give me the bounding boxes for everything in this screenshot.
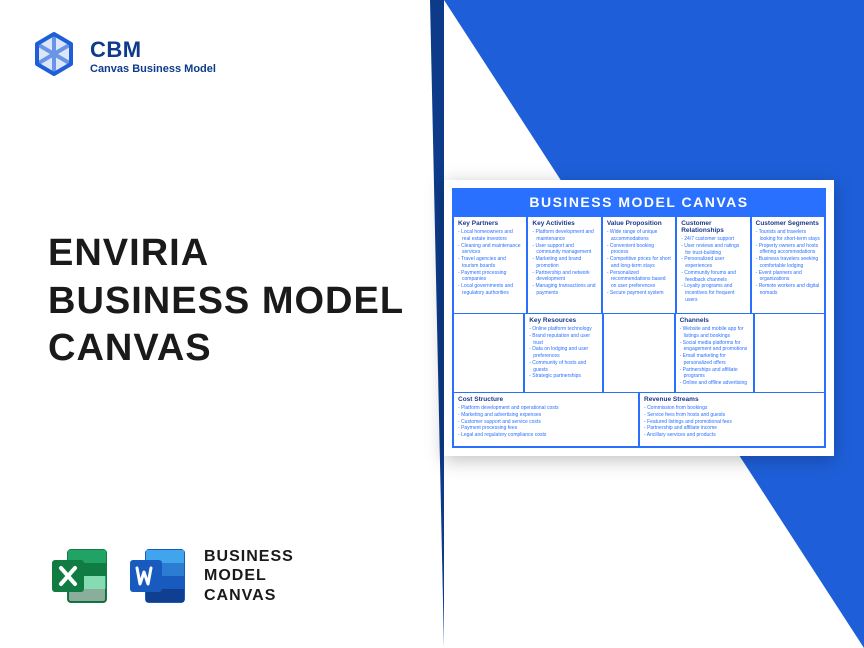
- list-item: Social media platforms for engagement an…: [680, 340, 749, 354]
- list-item: Tourists and travelers looking for short…: [756, 229, 820, 243]
- list-item: Online platform technology: [529, 326, 598, 333]
- bottom-text-line3: CANVAS: [204, 586, 294, 605]
- file-formats: BUSINESS MODEL CANVAS: [48, 544, 294, 608]
- list-item: User reviews and ratings for trust-build…: [681, 243, 745, 257]
- list-item: Community of hosts and guests: [529, 360, 598, 374]
- cell-key-activities: Key ActivitiesPlatform development and m…: [527, 216, 601, 314]
- cell-key-partners: Key PartnersLocal homeowners and real es…: [453, 216, 527, 314]
- list-item: Cleaning and maintenance services: [458, 243, 522, 257]
- list-item: Platform development and operational cos…: [458, 405, 634, 412]
- cell-revenue-streams: Revenue StreamsCommission from bookingsS…: [639, 392, 825, 447]
- list-item: Business travelers seeking comfortable l…: [756, 256, 820, 270]
- list-item: Managing transactions and payments: [532, 283, 596, 297]
- excel-icon: [48, 544, 112, 608]
- cell-cost-structure: Cost StructurePlatform development and o…: [453, 392, 639, 447]
- list-item: Legal and regulatory compliance costs: [458, 432, 634, 439]
- title-line2: BUSINESS MODEL: [48, 280, 404, 322]
- list-item: Commission from bookings: [644, 405, 820, 412]
- list-item: Payment processing companies: [458, 270, 522, 284]
- list-item: Remote workers and digital nomads: [756, 283, 820, 297]
- list-item: 24/7 customer support: [681, 236, 745, 243]
- cell-customer-segments: Customer SegmentsTourists and travelers …: [751, 216, 825, 314]
- bottom-text-line2: MODEL: [204, 566, 294, 585]
- spacer-cell: [603, 313, 674, 393]
- list-item: Competitive prices for short and long-te…: [607, 256, 671, 270]
- list-item: User support and community management: [532, 243, 596, 257]
- list-item: Personalized recommendations based on us…: [607, 270, 671, 290]
- list-item: Marketing and brand promotion: [532, 256, 596, 270]
- word-icon: [126, 544, 190, 608]
- list-item: Customer support and service costs: [458, 419, 634, 426]
- brand-tagline: Canvas Business Model: [90, 63, 216, 75]
- list-item: Payment processing fees: [458, 425, 634, 432]
- list-item: Local homeowners and real estate investo…: [458, 229, 522, 243]
- list-item: Data on lodging and user preferences: [529, 346, 598, 360]
- list-item: Email marketing for personalized offers: [680, 353, 749, 367]
- list-item: Partnerships and affiliate programs: [680, 367, 749, 381]
- list-item: Strategic partnerships: [529, 373, 598, 380]
- cell-value-proposition: Value PropositionWide range of unique ac…: [602, 216, 676, 314]
- canvas-grid: Key PartnersLocal homeowners and real es…: [452, 216, 826, 448]
- list-item: Marketing and advertising expenses: [458, 412, 634, 419]
- list-item: Brand reputation and user trust: [529, 333, 598, 347]
- spacer-cell: [453, 313, 524, 393]
- list-item: Loyalty programs and incentives for freq…: [681, 283, 745, 303]
- page-title: ENVIRIA BUSINESS MODEL CANVAS: [48, 230, 404, 373]
- logo-icon: [30, 30, 78, 83]
- list-item: Wide range of unique accommodations: [607, 229, 671, 243]
- list-item: Website and mobile app for listings and …: [680, 326, 749, 340]
- list-item: Event planners and organizations: [756, 270, 820, 284]
- list-item: Online and offline advertising: [680, 380, 749, 387]
- list-item: Convenient booking process: [607, 243, 671, 257]
- canvas-header: BUSINESS MODEL CANVAS: [452, 188, 826, 216]
- list-item: Featured listings and promotional fees: [644, 419, 820, 426]
- list-item: Service fees from hosts and guests: [644, 412, 820, 419]
- brand-logo: CBM Canvas Business Model: [30, 30, 216, 83]
- brand-name: CBM: [90, 39, 216, 61]
- cell-channels: ChannelsWebsite and mobile app for listi…: [675, 313, 754, 393]
- list-item: Property owners and hosts offering accom…: [756, 243, 820, 257]
- list-item: Partnership and network development: [532, 270, 596, 284]
- list-item: Platform development and maintenance: [532, 229, 596, 243]
- list-item: Partnership and affiliate income: [644, 425, 820, 432]
- canvas-preview: BUSINESS MODEL CANVAS Key PartnersLocal …: [444, 180, 834, 456]
- cell-customer-relationships: Customer Relationships24/7 customer supp…: [676, 216, 750, 314]
- cell-key-resources: Key ResourcesOnline platform technologyB…: [524, 313, 603, 393]
- title-line3: CANVAS: [48, 327, 212, 369]
- title-line1: ENVIRIA: [48, 232, 209, 274]
- spacer-cell: [754, 313, 825, 393]
- list-item: Community forums and feedback channels: [681, 270, 745, 284]
- list-item: Travel agencies and tourism boards: [458, 256, 522, 270]
- list-item: Ancillary services and products: [644, 432, 820, 439]
- list-item: Local governments and regulatory authori…: [458, 283, 522, 297]
- bottom-text-line1: BUSINESS: [204, 547, 294, 566]
- list-item: Secure payment system: [607, 290, 671, 297]
- list-item: Personalized user experiences: [681, 256, 745, 270]
